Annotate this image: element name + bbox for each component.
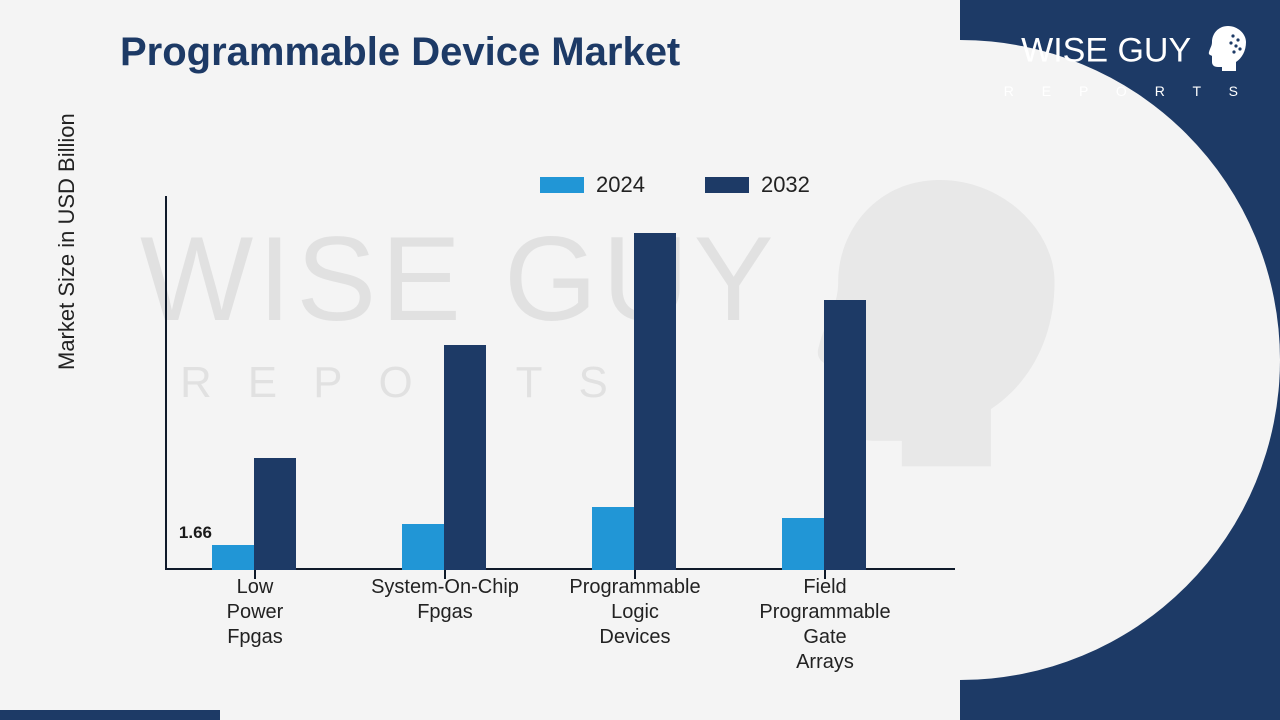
brand-logo: WISE GUY R E P O R T S: [1004, 24, 1250, 99]
bar-2032: [254, 458, 296, 571]
right-brand-band: [960, 0, 1280, 720]
legend-swatch-2024: [540, 177, 584, 193]
bar-2024: [592, 507, 634, 570]
legend-swatch-2032: [705, 177, 749, 193]
category-label: FieldProgrammableGateArrays: [740, 575, 910, 675]
legend: 2024 2032: [540, 172, 810, 198]
category-label: ProgrammableLogicDevices: [550, 575, 720, 650]
brand-head-icon: [1206, 24, 1250, 81]
bar-2024: [212, 545, 254, 570]
y-axis-line: [165, 196, 167, 570]
category-label: LowPowerFpgas: [170, 575, 340, 650]
legend-item-2032: 2032: [705, 172, 810, 198]
bottom-accent-bar: [0, 710, 220, 720]
legend-label-2024: 2024: [596, 172, 645, 198]
bar-2024: [782, 518, 824, 571]
legend-item-2024: 2024: [540, 172, 645, 198]
y-axis-label: Market Size in USD Billion: [54, 113, 80, 370]
legend-label-2032: 2032: [761, 172, 810, 198]
bar-2024: [402, 524, 444, 571]
bar-value-label: 1.66: [170, 523, 212, 543]
brand-main-text: WISE GUY: [1021, 31, 1190, 69]
stage: WISE GUY R E P O R T S Programmable Devi…: [0, 0, 1280, 720]
category-label: System-On-ChipFpgas: [360, 575, 530, 625]
bar-2032: [634, 233, 676, 571]
brand-sub-text: R E P O R T S: [1004, 83, 1250, 99]
bar-chart: 1.66: [130, 210, 930, 570]
brand-logo-text: WISE GUY: [1004, 24, 1250, 81]
bar-2032: [824, 300, 866, 570]
chart-title: Programmable Device Market: [120, 30, 680, 75]
bar-2032: [444, 345, 486, 570]
